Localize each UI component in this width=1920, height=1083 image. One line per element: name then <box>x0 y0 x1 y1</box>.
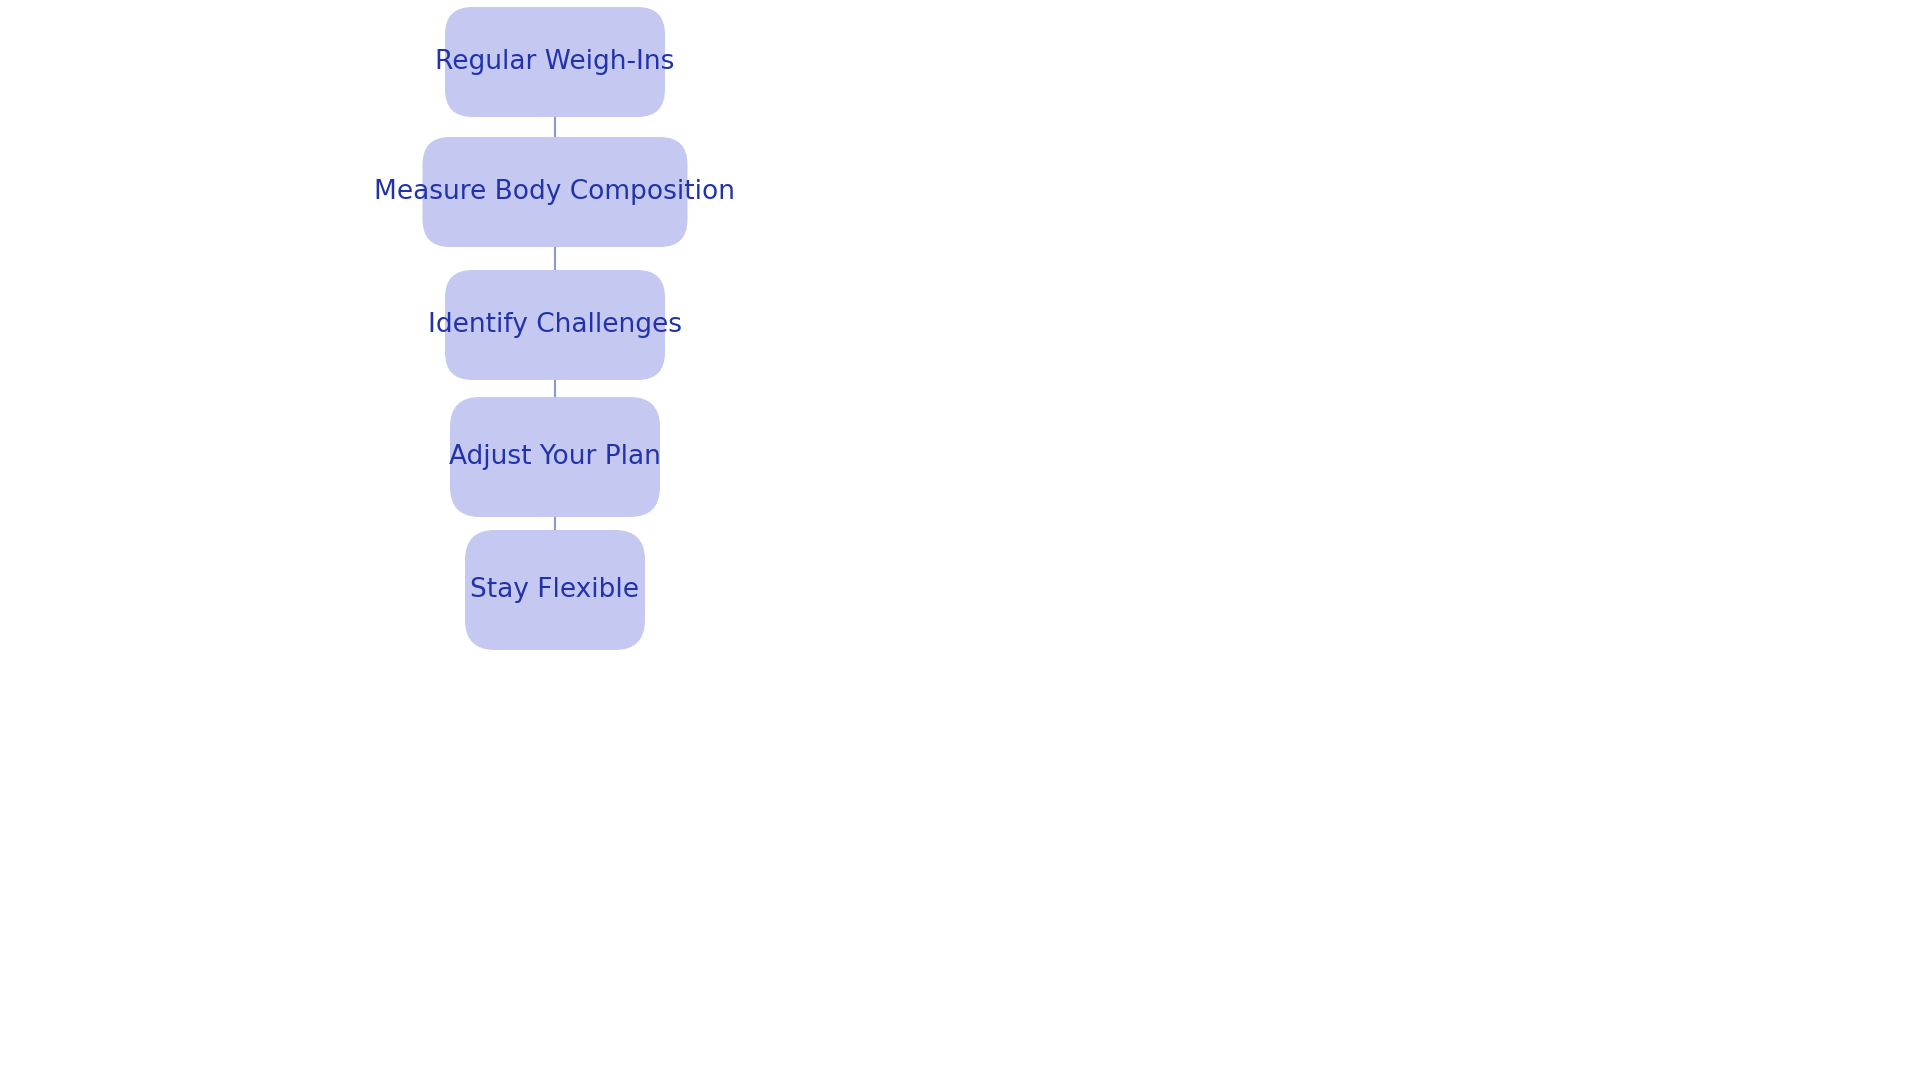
FancyBboxPatch shape <box>465 530 645 650</box>
Text: Regular Weigh-Ins: Regular Weigh-Ins <box>436 49 674 75</box>
Text: Identify Challenges: Identify Challenges <box>428 312 682 338</box>
FancyBboxPatch shape <box>445 6 664 117</box>
FancyBboxPatch shape <box>449 397 660 517</box>
Text: Stay Flexible: Stay Flexible <box>470 577 639 603</box>
FancyBboxPatch shape <box>445 270 664 380</box>
Text: Adjust Your Plan: Adjust Your Plan <box>449 444 660 470</box>
Text: Measure Body Composition: Measure Body Composition <box>374 179 735 205</box>
FancyBboxPatch shape <box>422 138 687 247</box>
